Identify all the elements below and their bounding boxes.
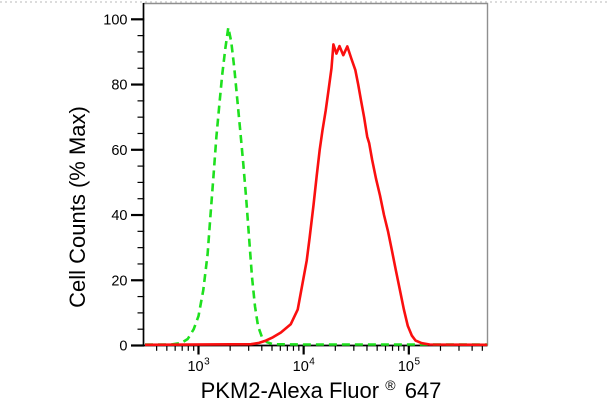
y-tick-label: 0 [119, 339, 127, 355]
green-dashed-curve [145, 26, 488, 346]
x-tick-label: 105 [398, 357, 421, 376]
x-axis-title-suffix: 647 [405, 378, 442, 403]
y-tick-label: 20 [111, 273, 127, 289]
x-axis-ticks [156, 345, 483, 355]
y-tick-label: 80 [111, 78, 127, 94]
curves [144, 26, 488, 347]
y-tick-label: 100 [103, 12, 127, 28]
red-solid-curve [144, 43, 488, 347]
x-tick-label: 103 [187, 357, 210, 376]
x-axis-title: PKM2-Alexa Fluor ® 647 [201, 370, 442, 403]
plot-frame-top-right [143, 2, 489, 346]
y-axis-tick-labels: 0 20 40 60 80 100 [103, 12, 127, 354]
x-tick-label: 104 [293, 357, 316, 376]
y-tick-label: 40 [111, 208, 127, 224]
y-axis-title: Cell Counts (% Max) [65, 106, 90, 308]
registered-trademark-sup: ® [385, 377, 396, 393]
y-axis-ticks [131, 18, 145, 347]
x-axis-title-main: PKM2-Alexa Fluor [201, 378, 380, 403]
x-axis-tick-labels: 103 104 105 [187, 357, 420, 376]
y-tick-label: 60 [111, 143, 127, 159]
